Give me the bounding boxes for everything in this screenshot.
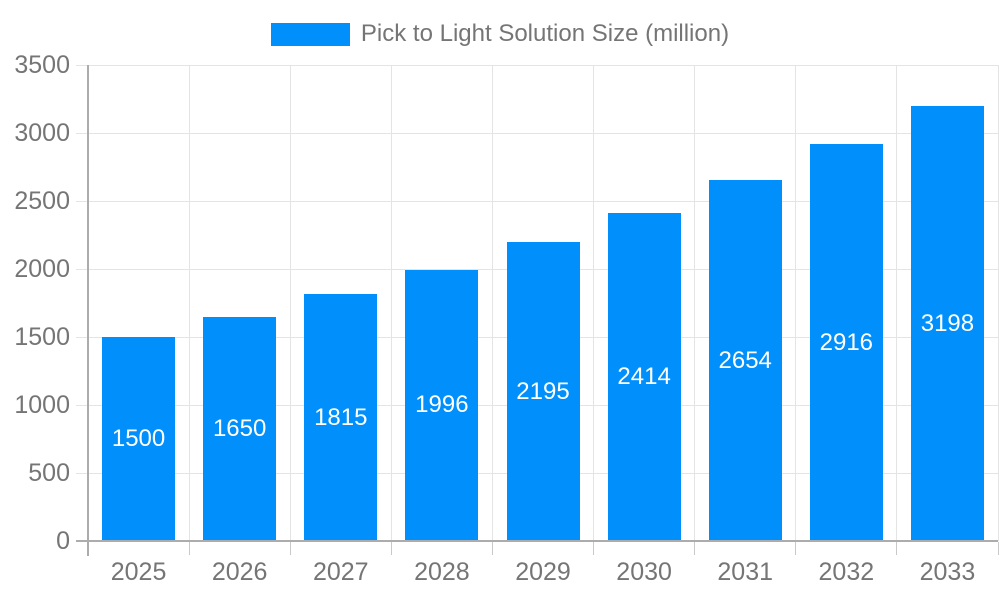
v-gridline <box>997 65 999 541</box>
h-gridline <box>76 64 998 66</box>
v-gridline <box>289 65 291 541</box>
v-gridline <box>491 65 493 541</box>
x-axis-label: 2033 <box>919 558 976 586</box>
y-axis-label: 1000 <box>14 391 70 419</box>
x-axis-tick <box>593 542 595 555</box>
bar-value-label: 2414 <box>617 362 671 390</box>
x-axis-tick <box>289 542 291 555</box>
x-axis-label: 2029 <box>515 558 571 586</box>
bar-value-label: 2195 <box>516 377 570 405</box>
bar-value-label: 3198 <box>920 309 975 337</box>
x-axis-label: 2031 <box>717 558 774 586</box>
x-axis-label: 2028 <box>414 558 470 586</box>
legend-item[interactable]: Pick to Light Solution Size (million) <box>0 20 1000 48</box>
x-axis-label: 2026 <box>211 558 268 586</box>
x-axis-label: 2030 <box>616 558 672 586</box>
bar-2032[interactable]: 2916 <box>809 144 883 541</box>
v-gridline <box>593 65 595 541</box>
bar-2030[interactable]: 2414 <box>607 212 681 541</box>
v-gridline <box>188 65 190 541</box>
bar-value-label: 1815 <box>314 403 368 431</box>
y-axis-label: 2000 <box>14 255 70 283</box>
x-axis-tick <box>491 542 493 555</box>
y-axis-line <box>87 65 89 556</box>
bar-2033[interactable]: 3198 <box>910 106 984 541</box>
v-gridline <box>694 65 696 541</box>
x-axis-tick <box>694 542 696 555</box>
h-gridline <box>76 132 998 134</box>
y-axis-label: 500 <box>28 459 70 487</box>
y-axis-label: 0 <box>56 527 70 555</box>
x-axis-label: 2032 <box>818 558 875 586</box>
x-axis-tick <box>896 542 898 555</box>
x-axis-tick <box>390 542 392 555</box>
bar-2029[interactable]: 2195 <box>506 242 580 541</box>
bar-value-label: 1500 <box>111 425 166 452</box>
bar-value-label: 2916 <box>819 328 874 356</box>
y-axis-label: 2500 <box>14 187 70 215</box>
legend-swatch <box>270 22 350 46</box>
bar-value-label: 1996 <box>415 391 469 419</box>
v-gridline <box>390 65 392 541</box>
bar-2027[interactable]: 1815 <box>304 294 378 541</box>
x-axis-tick <box>795 542 797 555</box>
y-axis-label: 3000 <box>14 119 70 147</box>
y-axis-label: 1500 <box>14 323 70 351</box>
x-axis-label: 2025 <box>110 558 167 586</box>
bar-value-label: 2654 <box>718 346 772 374</box>
bar-2028[interactable]: 1996 <box>405 269 479 541</box>
bar-2025[interactable]: 1500 <box>102 337 176 541</box>
x-axis-tick <box>188 542 190 555</box>
x-axis-line <box>76 540 998 542</box>
x-axis-tick <box>997 542 999 555</box>
y-axis-label: 3500 <box>14 51 70 79</box>
bar-value-label: 1650 <box>212 414 267 442</box>
x-axis-label: 2027 <box>312 558 369 586</box>
legend-label: Pick to Light Solution Size (million) <box>360 20 730 47</box>
bar-2031[interactable]: 2654 <box>708 180 782 541</box>
bar-2026[interactable]: 1650 <box>203 316 277 541</box>
v-gridline <box>896 65 898 541</box>
v-gridline <box>795 65 797 541</box>
h-gridline <box>76 200 998 202</box>
